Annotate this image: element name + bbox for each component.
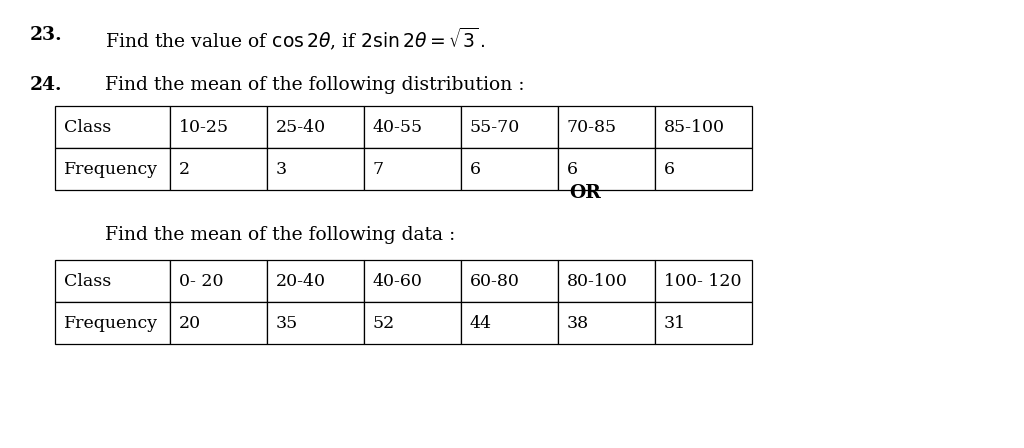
Text: 25-40: 25-40 — [276, 119, 326, 135]
Text: 40-60: 40-60 — [373, 272, 423, 289]
Text: 70-85: 70-85 — [567, 119, 617, 135]
Text: Frequency: Frequency — [63, 314, 158, 332]
Text: 6: 6 — [470, 160, 481, 177]
Text: 80-100: 80-100 — [567, 272, 628, 289]
Bar — [364, 106, 461, 148]
Text: 20: 20 — [179, 314, 201, 332]
Text: 85-100: 85-100 — [664, 119, 725, 135]
Text: 100- 120: 100- 120 — [664, 272, 741, 289]
Text: 20-40: 20-40 — [276, 272, 326, 289]
Text: OR: OR — [569, 184, 601, 202]
Bar — [461, 106, 558, 148]
Bar — [364, 260, 461, 302]
Bar — [55, 302, 170, 344]
Text: Class: Class — [63, 119, 112, 135]
Text: 38: 38 — [567, 314, 589, 332]
Bar — [267, 106, 364, 148]
Text: 55-70: 55-70 — [470, 119, 520, 135]
Bar — [364, 148, 461, 190]
Bar — [558, 302, 655, 344]
Text: Find the value of $\cos 2\theta$, if $2\sin 2\theta = \sqrt{3}\,.$: Find the value of $\cos 2\theta$, if $2\… — [105, 26, 485, 52]
Bar — [170, 148, 267, 190]
Bar — [55, 260, 170, 302]
Text: 2: 2 — [179, 160, 190, 177]
Bar — [558, 260, 655, 302]
Text: 10-25: 10-25 — [179, 119, 229, 135]
Text: Frequency: Frequency — [63, 160, 158, 177]
Bar — [170, 302, 267, 344]
Text: 52: 52 — [373, 314, 395, 332]
Bar — [170, 106, 267, 148]
Text: 44: 44 — [470, 314, 492, 332]
Bar — [267, 148, 364, 190]
Text: 3: 3 — [276, 160, 287, 177]
Text: 23.: 23. — [30, 26, 62, 44]
Text: 31: 31 — [664, 314, 686, 332]
Bar — [364, 302, 461, 344]
Bar — [655, 260, 752, 302]
Text: 24.: 24. — [30, 76, 62, 94]
Text: 6: 6 — [567, 160, 578, 177]
Text: 7: 7 — [373, 160, 384, 177]
Bar — [267, 302, 364, 344]
Text: Find the mean of the following distribution :: Find the mean of the following distribut… — [105, 76, 524, 94]
Text: 6: 6 — [664, 160, 675, 177]
Bar — [655, 148, 752, 190]
Text: Class: Class — [63, 272, 112, 289]
Text: Find the mean of the following data :: Find the mean of the following data : — [105, 226, 456, 244]
Bar — [558, 106, 655, 148]
Text: 60-80: 60-80 — [470, 272, 520, 289]
Bar — [55, 106, 170, 148]
Bar — [655, 302, 752, 344]
Bar — [55, 148, 170, 190]
Text: 0- 20: 0- 20 — [179, 272, 223, 289]
Bar — [558, 148, 655, 190]
Bar — [267, 260, 364, 302]
Bar — [461, 148, 558, 190]
Bar — [655, 106, 752, 148]
Bar — [170, 260, 267, 302]
Bar — [461, 260, 558, 302]
Text: 40-55: 40-55 — [373, 119, 423, 135]
Bar — [461, 302, 558, 344]
Text: 35: 35 — [276, 314, 298, 332]
